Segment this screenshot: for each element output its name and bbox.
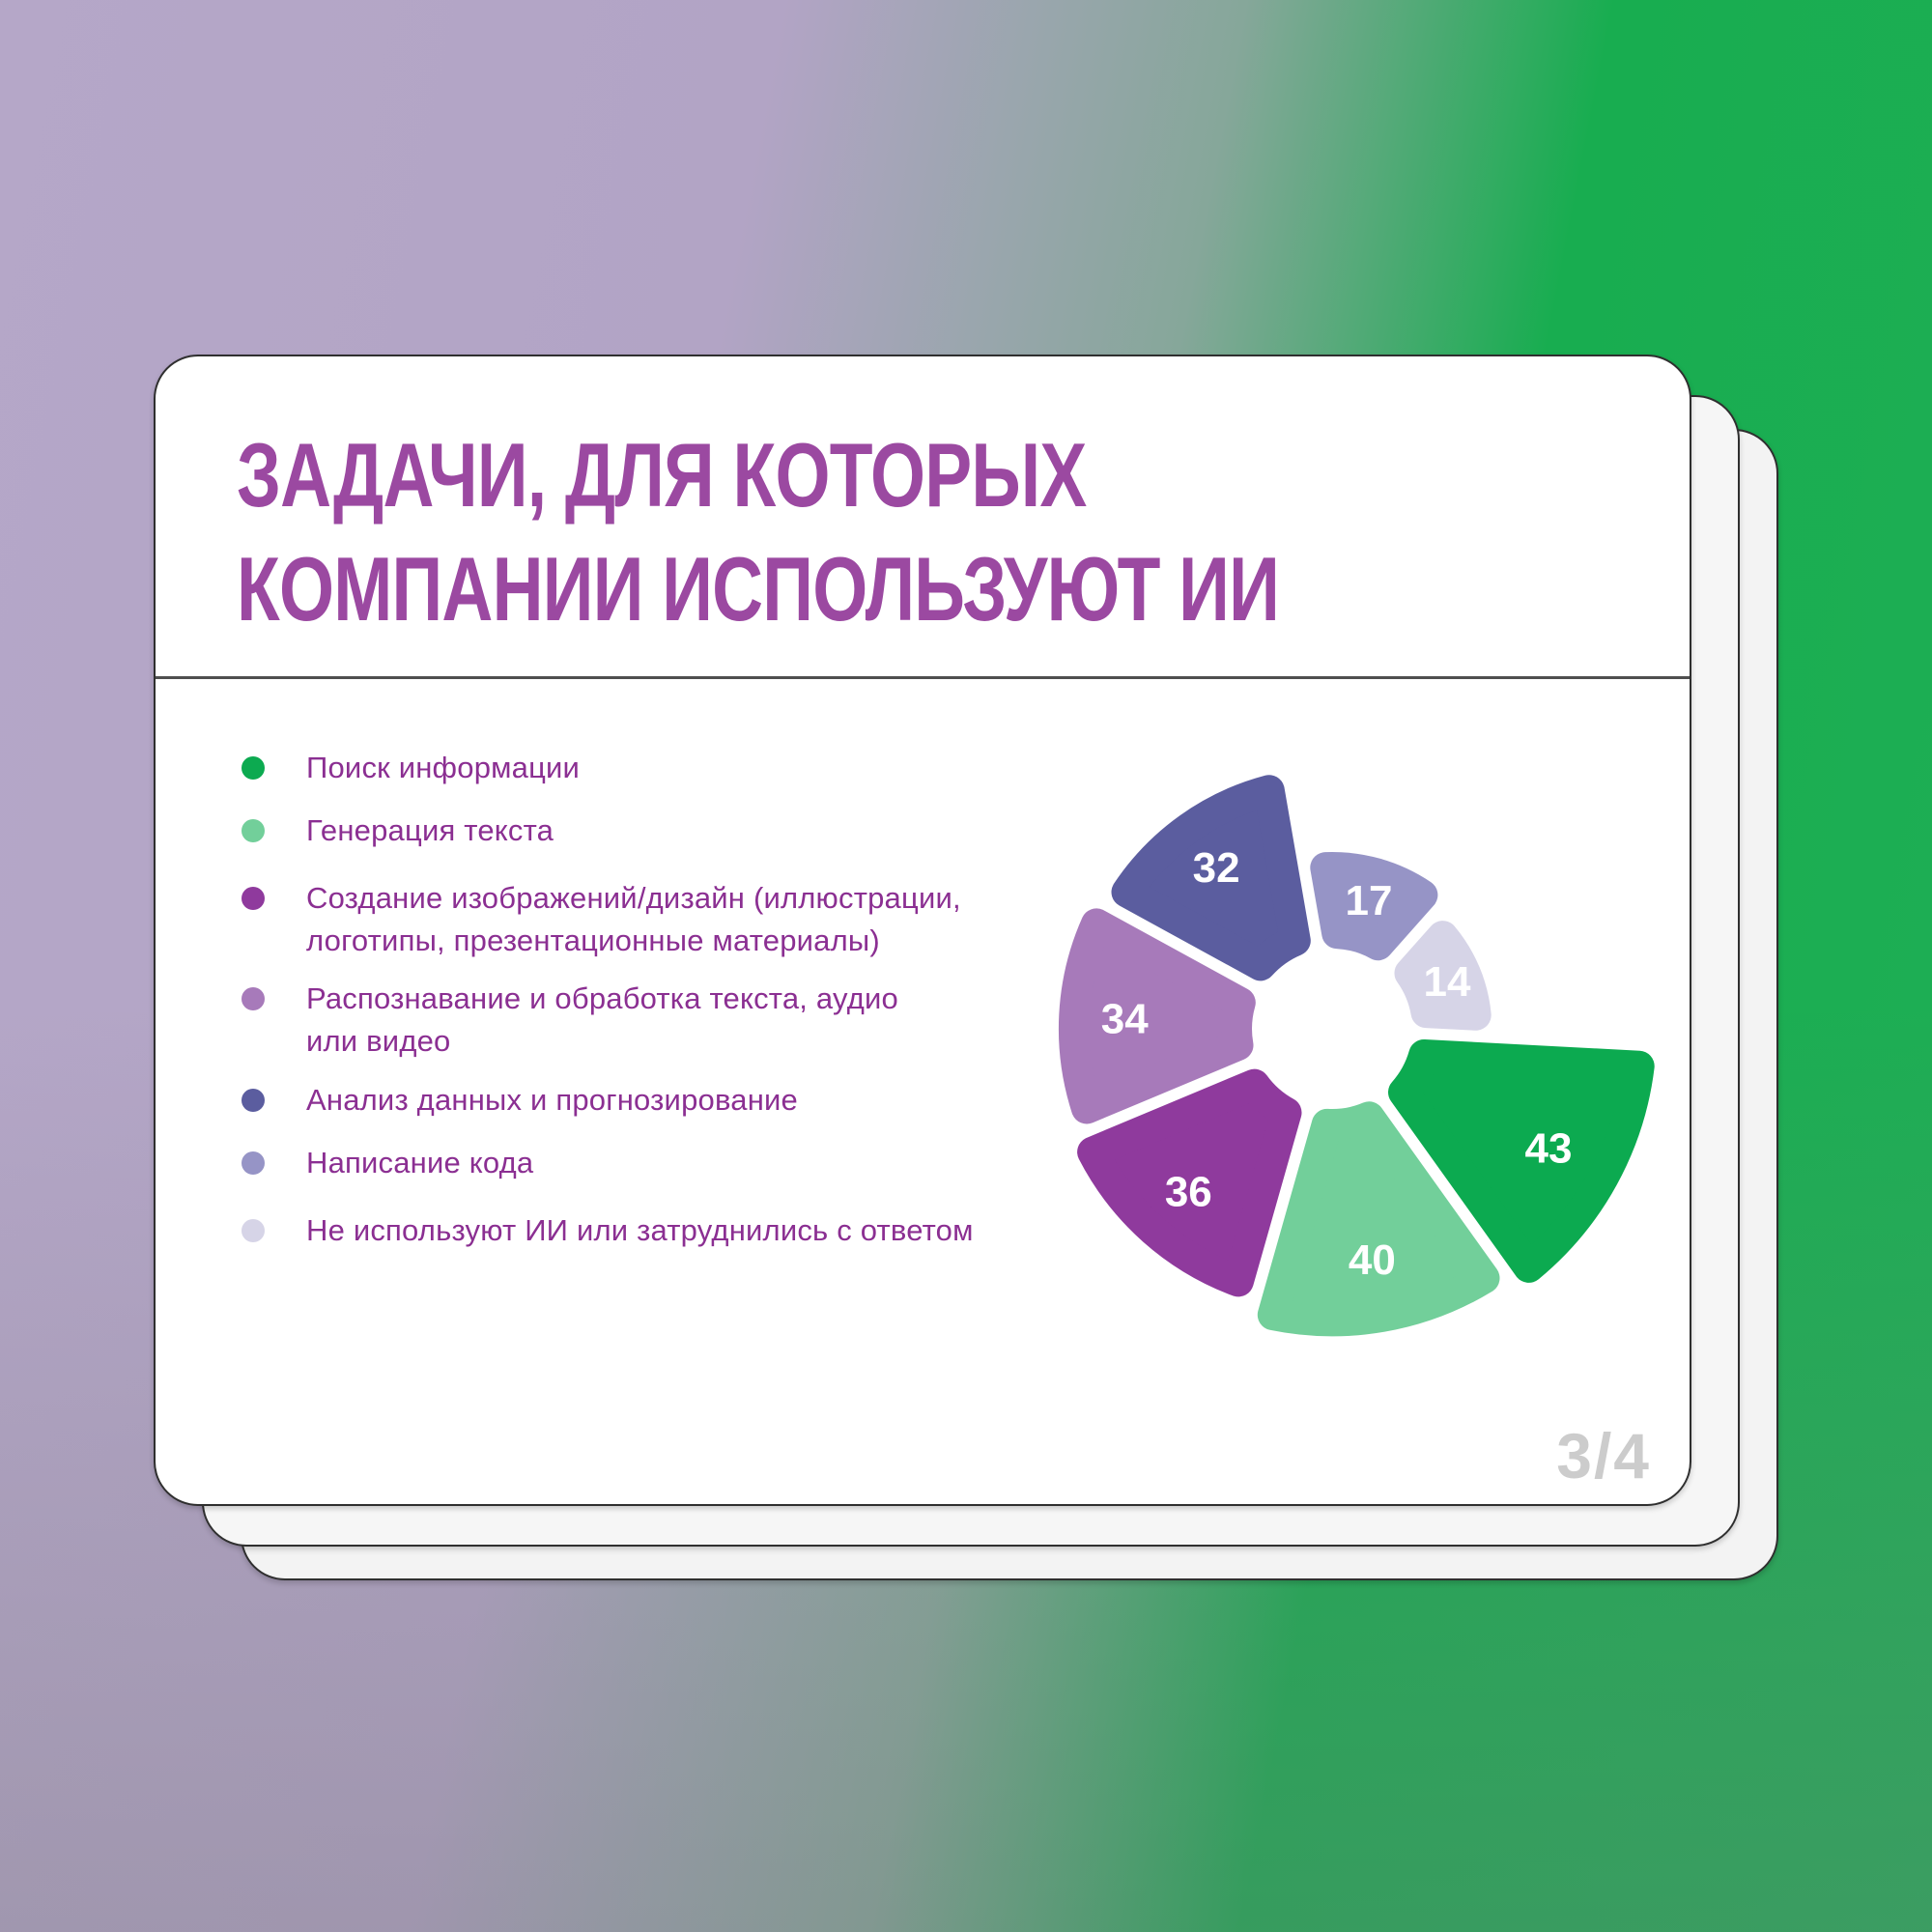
legend-label: Написание кода [306,1146,534,1179]
legend-label: Поиск информации [306,751,581,784]
legend-item: Не используют ИИ или затруднились с отве… [242,1209,974,1252]
legend-item: Написание кода [242,1142,533,1184]
chart-slice-value-label: 34 [1101,996,1149,1043]
slide-title: ЗАДАЧИ, ДЛЯ КОТОРЫХ КОМПАНИИ ИСПОЛЬЗУЮТ … [237,418,1280,646]
legend-label: Не используют ИИ или затруднились с отве… [306,1213,974,1247]
slide-card: ЗАДАЧИ, ДЛЯ КОТОРЫХ КОМПАНИИ ИСПОЛЬЗУЮТ … [154,355,1691,1506]
header-divider [156,676,1690,679]
chart-slice-value-label: 32 [1193,844,1240,892]
legend-dot [242,1089,265,1112]
legend-item: Генерация текста [242,810,554,852]
legend-label: Распознавание и обработка текста, аудио … [306,981,898,1058]
chart-slice-17 [1310,852,1438,961]
chart-slice-value-label: 40 [1349,1236,1396,1284]
chart-legend: Поиск информации Генерация текста Создание… [156,356,1690,1504]
legend-item: Анализ данных и прогнозирование [242,1079,798,1122]
legend-dot [242,887,265,910]
chart-slice-36 [1077,1068,1302,1297]
legend-item: Создание изображений/дизайн (иллюстрации… [242,877,961,962]
legend-item: Распознавание и обработка текста, аудио … [242,978,898,1063]
chart-slice-value-label: 14 [1424,958,1471,1006]
chart-slice-32 [1111,775,1311,981]
chart-slice-34 [1058,908,1256,1124]
rose-donut-chart: 43 40 36 34 32 17 14 [1058,775,1655,1337]
slide-title-line2: КОМПАНИИ ИСПОЛЬЗУЮТ ИИ [237,538,1280,639]
legend-item: Поиск информации [242,747,580,789]
legend-label: Создание изображений/дизайн (иллюстрации… [306,881,961,957]
legend-dot [242,1151,265,1175]
chart-slice-43 [1388,1039,1655,1283]
legend-dot [242,1219,265,1242]
chart-slice-value-label: 43 [1525,1125,1573,1173]
legend-label: Генерация текста [306,813,554,847]
page-number: 3/4 [1556,1420,1651,1492]
slide-title-line1: ЗАДАЧИ, ДЛЯ КОТОРЫХ [237,424,1087,526]
chart-slice-40 [1257,1101,1500,1337]
chart-slice-value-label: 36 [1165,1168,1212,1215]
chart-slice-14 [1394,921,1492,1031]
legend-label: Анализ данных и прогнозирование [306,1083,798,1117]
legend-dot [242,987,265,1010]
chart-slice-value-label: 17 [1346,877,1393,924]
legend-dot [242,756,265,780]
legend-dot [242,819,265,842]
